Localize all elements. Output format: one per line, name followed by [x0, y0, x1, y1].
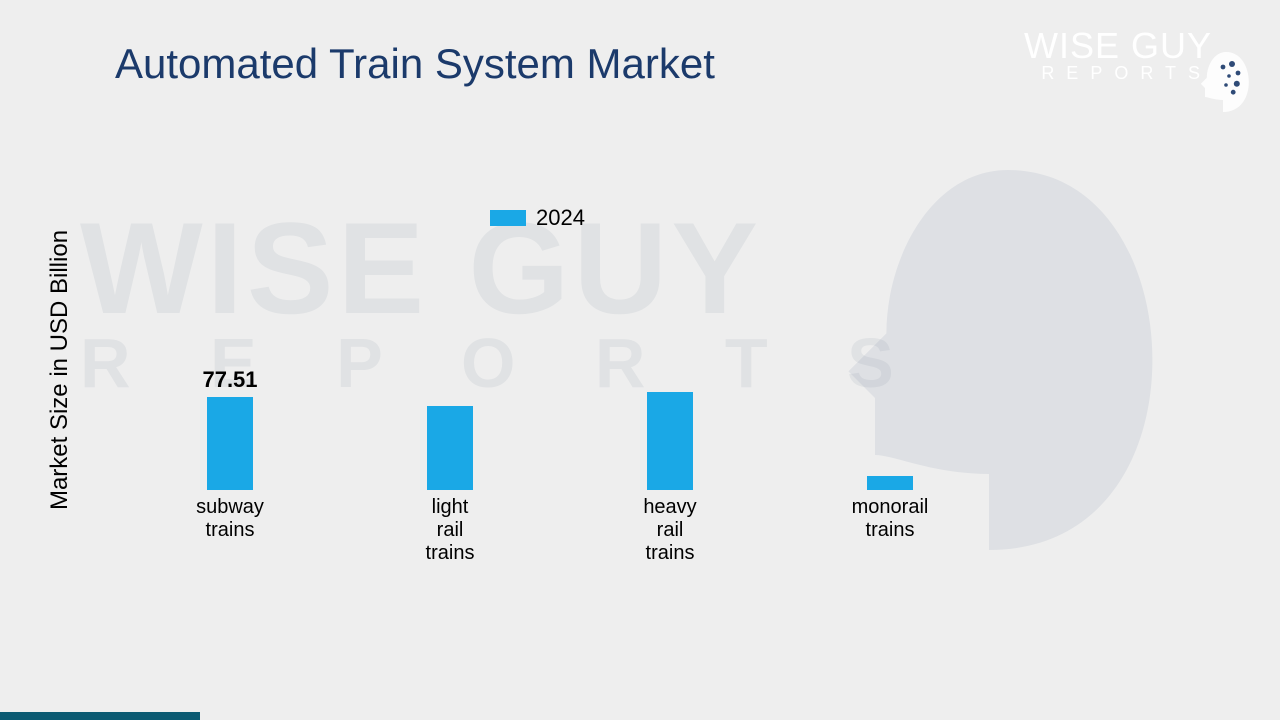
chart-canvas: WISE GUY R E P O R T S Automated Train S… [0, 0, 1280, 720]
bar-category-label: subwaytrains [170, 490, 290, 542]
bar [867, 476, 913, 490]
bar-category-label: heavyrailtrains [610, 490, 730, 565]
bar-category-label: monorailtrains [830, 490, 950, 542]
bar [427, 406, 473, 490]
legend-label: 2024 [536, 205, 585, 231]
brand-logo: WISE GUY REPORTS [1024, 25, 1250, 84]
legend-swatch [490, 210, 526, 226]
bar-group: 77.51subwaytrains [170, 397, 290, 490]
plot-area: 77.51subwaytrains lightrailtrains heavyrai… [140, 150, 940, 490]
logo-head-icon [1190, 47, 1250, 117]
footer-accent-bar [0, 712, 200, 720]
y-axis-label: Market Size in USD Billion [46, 230, 74, 510]
bar-value-label: 77.51 [170, 367, 290, 397]
logo-line1: WISE GUY [1024, 25, 1212, 67]
bar-group: monorailtrains [830, 476, 950, 490]
bar-category-label: lightrailtrains [390, 490, 510, 565]
bar-group: lightrailtrains [390, 406, 510, 490]
bar [207, 397, 253, 490]
legend: 2024 [490, 205, 585, 231]
chart-title: Automated Train System Market [115, 40, 715, 88]
logo-line2: REPORTS [1024, 63, 1212, 84]
bar [647, 392, 693, 490]
bar-group: heavyrailtrains [610, 392, 730, 490]
